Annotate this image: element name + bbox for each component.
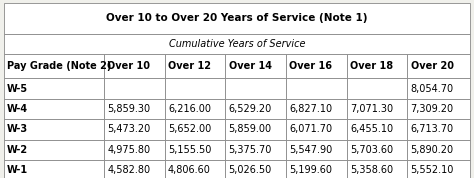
Text: 6,455.10: 6,455.10 bbox=[350, 124, 393, 135]
Bar bbox=[164, 140, 225, 160]
Bar bbox=[346, 140, 407, 160]
Text: 5,375.70: 5,375.70 bbox=[228, 145, 272, 155]
Text: Over 16: Over 16 bbox=[289, 61, 332, 71]
Bar bbox=[286, 119, 346, 140]
Bar bbox=[407, 160, 470, 178]
Bar bbox=[4, 54, 104, 78]
Bar bbox=[4, 99, 104, 119]
Text: 5,890.20: 5,890.20 bbox=[410, 145, 454, 155]
Text: W-2: W-2 bbox=[7, 145, 28, 155]
Text: W-4: W-4 bbox=[7, 104, 28, 114]
Bar bbox=[286, 140, 346, 160]
Bar bbox=[286, 160, 346, 178]
Text: 5,859.30: 5,859.30 bbox=[108, 104, 151, 114]
Text: 7,309.20: 7,309.20 bbox=[410, 104, 454, 114]
Bar bbox=[225, 160, 286, 178]
Text: 5,703.60: 5,703.60 bbox=[350, 145, 393, 155]
Bar bbox=[225, 54, 286, 78]
Text: 5,652.00: 5,652.00 bbox=[168, 124, 211, 135]
Text: 7,071.30: 7,071.30 bbox=[350, 104, 393, 114]
Text: W-5: W-5 bbox=[7, 83, 28, 94]
Text: Over 20: Over 20 bbox=[410, 61, 454, 71]
Text: Over 12: Over 12 bbox=[168, 61, 211, 71]
Text: 5,473.20: 5,473.20 bbox=[108, 124, 151, 135]
Bar bbox=[4, 34, 470, 54]
Bar bbox=[164, 99, 225, 119]
Text: 5,026.50: 5,026.50 bbox=[228, 165, 272, 176]
Bar bbox=[407, 140, 470, 160]
Bar bbox=[286, 54, 346, 78]
Bar bbox=[164, 78, 225, 99]
Text: 6,827.10: 6,827.10 bbox=[289, 104, 332, 114]
Text: 5,155.50: 5,155.50 bbox=[168, 145, 211, 155]
Bar bbox=[4, 78, 104, 99]
Bar bbox=[407, 78, 470, 99]
Text: 5,199.60: 5,199.60 bbox=[289, 165, 332, 176]
Bar bbox=[346, 99, 407, 119]
Text: Over 14: Over 14 bbox=[228, 61, 272, 71]
Bar bbox=[225, 119, 286, 140]
Text: 8,054.70: 8,054.70 bbox=[410, 83, 454, 94]
Bar bbox=[346, 160, 407, 178]
Bar bbox=[4, 3, 470, 34]
Text: 4,582.80: 4,582.80 bbox=[108, 165, 151, 176]
Bar bbox=[104, 78, 164, 99]
Bar bbox=[407, 119, 470, 140]
Bar bbox=[225, 78, 286, 99]
Text: Pay Grade (Note 2): Pay Grade (Note 2) bbox=[7, 61, 111, 71]
Text: 4,806.60: 4,806.60 bbox=[168, 165, 211, 176]
Bar bbox=[104, 54, 164, 78]
Bar bbox=[104, 160, 164, 178]
Bar bbox=[225, 140, 286, 160]
Bar bbox=[225, 99, 286, 119]
Text: 6,713.70: 6,713.70 bbox=[410, 124, 454, 135]
Bar bbox=[104, 99, 164, 119]
Text: 5,358.60: 5,358.60 bbox=[350, 165, 393, 176]
Bar bbox=[4, 160, 104, 178]
Bar bbox=[286, 78, 346, 99]
Text: W-3: W-3 bbox=[7, 124, 28, 135]
Bar bbox=[4, 140, 104, 160]
Bar bbox=[407, 99, 470, 119]
Text: W-1: W-1 bbox=[7, 165, 28, 176]
Bar bbox=[164, 160, 225, 178]
Bar bbox=[286, 99, 346, 119]
Bar bbox=[346, 54, 407, 78]
Text: Over 18: Over 18 bbox=[350, 61, 393, 71]
Text: 5,547.90: 5,547.90 bbox=[289, 145, 333, 155]
Text: Cumulative Years of Service: Cumulative Years of Service bbox=[169, 39, 305, 49]
Text: Over 10: Over 10 bbox=[108, 61, 150, 71]
Text: 5,552.10: 5,552.10 bbox=[410, 165, 454, 176]
Text: 6,216.00: 6,216.00 bbox=[168, 104, 211, 114]
Bar bbox=[407, 54, 470, 78]
Bar bbox=[104, 140, 164, 160]
Bar bbox=[104, 119, 164, 140]
Text: 6,529.20: 6,529.20 bbox=[228, 104, 272, 114]
Bar bbox=[164, 119, 225, 140]
Bar bbox=[346, 78, 407, 99]
Text: 4,975.80: 4,975.80 bbox=[108, 145, 151, 155]
Bar bbox=[4, 119, 104, 140]
Text: Over 10 to Over 20 Years of Service (Note 1): Over 10 to Over 20 Years of Service (Not… bbox=[106, 13, 368, 23]
Bar bbox=[346, 119, 407, 140]
Text: 5,859.00: 5,859.00 bbox=[228, 124, 272, 135]
Bar bbox=[164, 54, 225, 78]
Text: 6,071.70: 6,071.70 bbox=[289, 124, 332, 135]
